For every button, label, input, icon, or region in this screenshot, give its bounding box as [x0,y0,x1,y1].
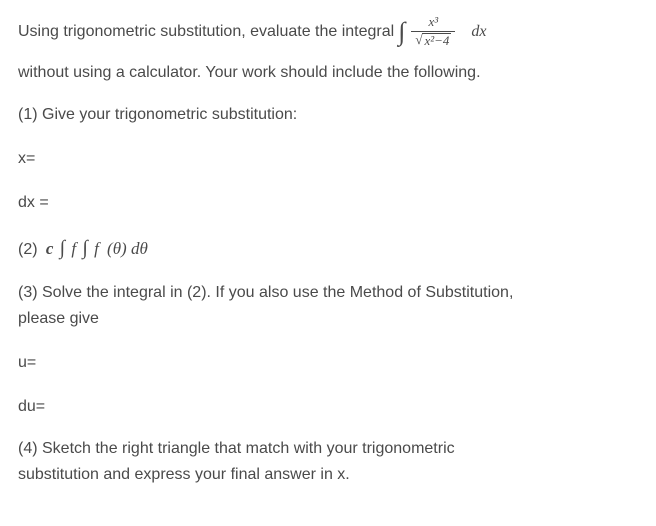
part2-f1: f [71,239,76,258]
integral-expression: ∫ x³ √ x²−4 [398,12,457,51]
dx-text: dx [471,20,486,44]
fraction: x³ √ x²−4 [411,15,455,48]
denominator: √ x²−4 [411,31,455,48]
part3-prompt-line1: (3) Solve the integral in (2). If you al… [18,281,638,305]
part1-prompt: (1) Give your trigonometric substitution… [18,103,638,127]
part3-du-label: du= [18,395,638,419]
part1-x-label: x= [18,147,638,171]
part2-prefix: (2) [18,241,38,258]
part2-expression: (2) c ∫ f ∫ f (θ) dθ [18,233,638,263]
integral-symbol: ∫ [398,12,405,51]
part2-f2: f [94,239,99,258]
part2-c: c [46,239,54,258]
intro-text-before: Using trigonometric substitution, evalua… [18,20,394,44]
part2-int2: ∫ [82,237,87,259]
part4-prompt-line1: (4) Sketch the right triangle that match… [18,437,638,461]
part2-int1: ∫ [60,237,65,259]
part4-prompt-line2: substitution and express your final answ… [18,463,638,487]
sqrt-body: x²−4 [422,33,451,48]
part3-u-label: u= [18,351,638,375]
sqrt-symbol: √ [415,33,422,47]
intro-line2: without using a calculator. Your work sh… [18,61,638,85]
part3-prompt-line2: please give [18,307,638,331]
part2-theta: (θ) dθ [107,239,148,258]
numerator: x³ [425,15,443,30]
part1-dx-label: dx = [18,191,638,215]
